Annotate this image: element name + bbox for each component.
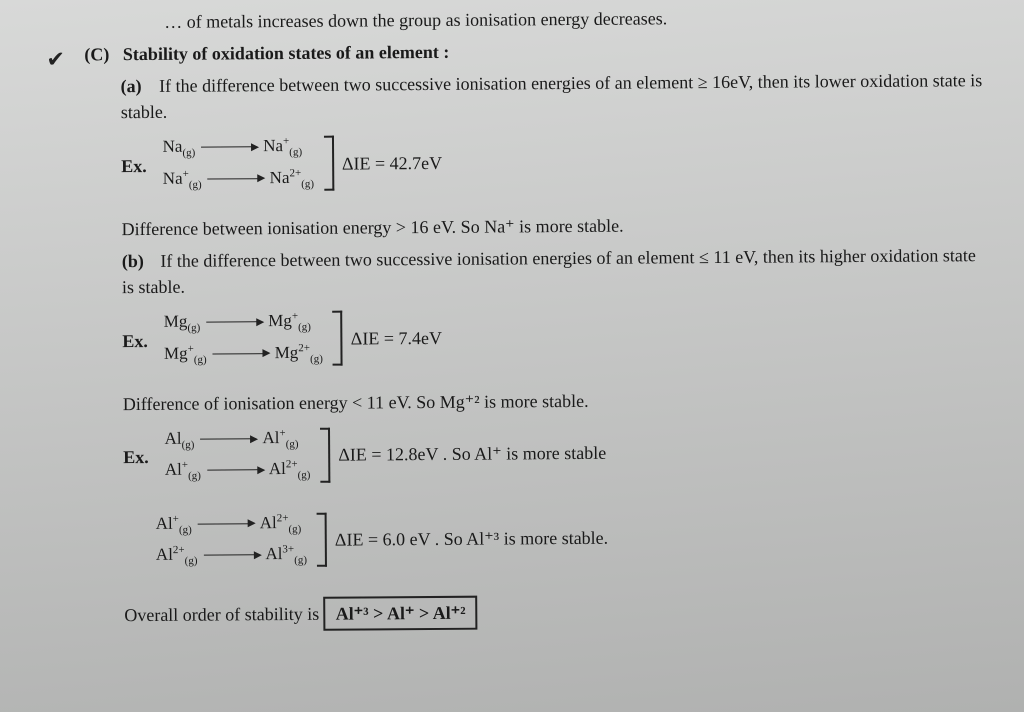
part-b-label: (b) xyxy=(122,248,156,274)
example-a-label: Ex. xyxy=(121,153,147,179)
example-b-conclusion: Difference of ionisation energy < 11 eV.… xyxy=(123,385,987,417)
example-d-reactions: Al+(g) Al2+(g) Al2+(g) Al3+(g) xyxy=(156,511,317,571)
arrow-icon xyxy=(208,178,264,179)
part-b-row: (b) If the difference between two succes… xyxy=(122,242,986,300)
part-a-text: If the difference between two successive… xyxy=(121,70,983,122)
bracket-icon xyxy=(317,512,327,567)
arrow-icon xyxy=(203,554,259,555)
example-a-reactions: Na(g) Na+(g) Na+(g) Na2+(g) xyxy=(162,134,324,194)
part-b-text: If the difference between two successive… xyxy=(122,245,976,297)
page-content: … of metals increases down the group as … xyxy=(0,0,1024,659)
example-a-conclusion: Difference between ionisation energy > 1… xyxy=(122,210,986,242)
overall-prefix: Overall order of stability is xyxy=(124,604,319,625)
arrow-icon xyxy=(201,147,257,148)
example-d-block: Al+(g) Al2+(g) Al2+(g) Al3+(g) ΔIE = 6.0… xyxy=(156,502,988,576)
arrow-icon xyxy=(206,321,262,322)
arrow-icon xyxy=(200,438,256,439)
overall-boxed: Al⁺³ > Al⁺ > Al⁺² xyxy=(324,596,478,631)
example-b-delta: ΔIE = 7.4eV xyxy=(351,325,442,352)
section-c-heading: Stability of oxidation states of an elem… xyxy=(123,42,450,64)
top-fragment-line: … of metals increases down the group as … xyxy=(164,3,984,35)
arrow-icon xyxy=(207,470,263,471)
example-a-delta: ΔIE = 42.7eV xyxy=(342,150,442,177)
arrow-icon xyxy=(213,353,269,354)
example-c-block: Ex. Al(g) Al+(g) Al+(g) Al2+(g) ΔIE = 12… xyxy=(123,417,987,492)
part-a-label: (a) xyxy=(121,73,155,99)
part-a-row: (a) If the difference between two succes… xyxy=(121,67,985,125)
example-c-reactions: Al(g) Al+(g) Al+(g) Al2+(g) xyxy=(165,426,321,486)
example-b-block: Ex. Mg(g) Mg+(g) Mg+(g) Mg2+(g) ΔIE = 7.… xyxy=(122,300,986,375)
section-c-heading-row: ✔ (C) Stability of oxidation states of a… xyxy=(84,35,984,67)
example-c-delta: ΔIE = 12.8eV . So Al⁺ is more stable xyxy=(338,440,606,468)
example-c-label: Ex. xyxy=(123,444,149,470)
bracket-icon xyxy=(333,311,343,366)
section-c-label: (C) xyxy=(84,41,118,67)
arrow-icon xyxy=(198,523,254,524)
example-d-delta: ΔIE = 6.0 eV . So Al⁺³ is more stable. xyxy=(335,525,608,553)
example-b-reactions: Mg(g) Mg+(g) Mg+(g) Mg2+(g) xyxy=(164,309,333,369)
bracket-icon xyxy=(324,136,334,191)
check-icon: ✔ xyxy=(46,44,65,76)
bracket-icon xyxy=(320,428,330,483)
example-b-label: Ex. xyxy=(122,328,148,354)
example-a-block: Ex. Na(g) Na+(g) Na+(g) Na2+(g) ΔIE = 42… xyxy=(121,126,985,201)
overall-row: Overall order of stability is Al⁺³ > Al⁺… xyxy=(124,592,988,632)
